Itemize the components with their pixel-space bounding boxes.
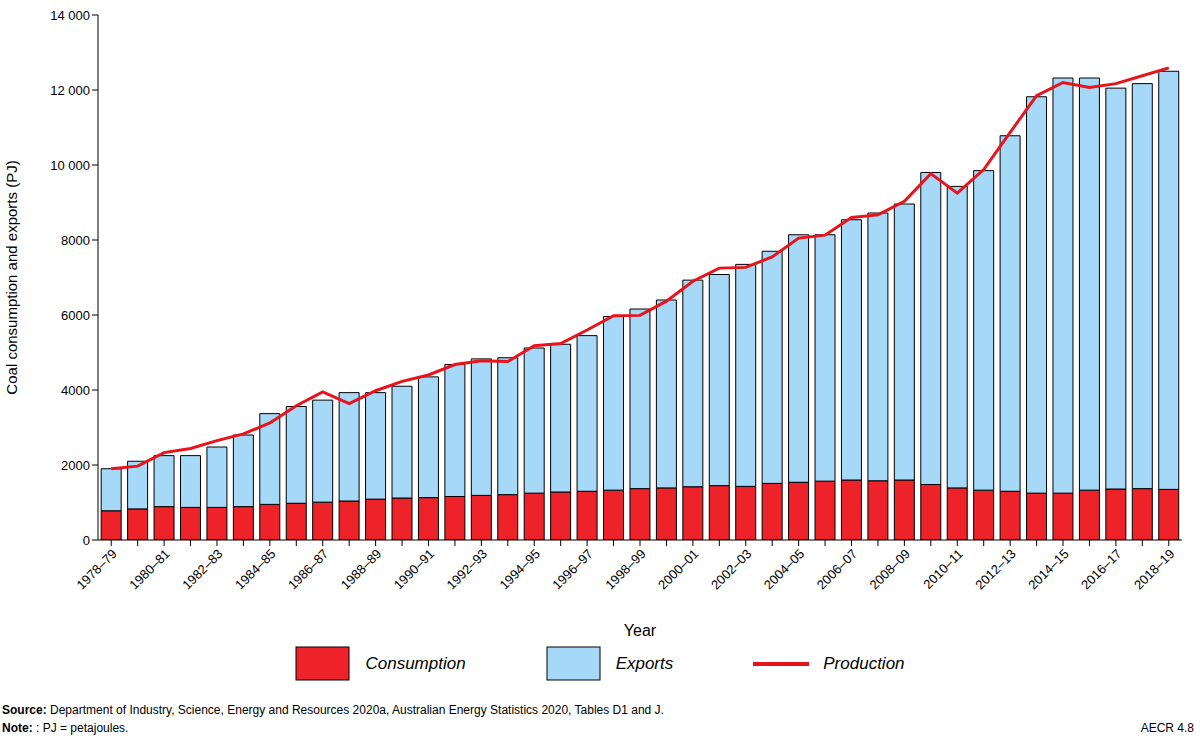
svg-text:2008–09: 2008–09 [867,546,913,592]
svg-text:1998–99: 1998–99 [602,546,648,592]
svg-text:1980–81: 1980–81 [126,546,172,592]
svg-text:6000: 6000 [61,308,90,323]
html-text:Production: Production [823,654,905,673]
svg-text:2014–15: 2014–15 [1025,546,1071,592]
svg-text:2002–03: 2002–03 [708,546,754,592]
svg-text:12 000: 12 000 [50,83,90,98]
html-text:Consumption: Consumption [365,654,466,673]
svg-text:1988–89: 1988–89 [338,546,384,592]
svg-text:0: 0 [83,533,90,548]
svg-text:4000: 4000 [61,383,90,398]
svg-text:1994–95: 1994–95 [496,546,542,592]
html-text:Exports: Exports [615,654,674,673]
svg-text:1982–83: 1982–83 [179,546,225,592]
svg-text:1986–87: 1986–87 [285,546,331,592]
svg-text:1990–91: 1990–91 [391,546,437,592]
svg-text:1984–85: 1984–85 [232,546,278,592]
svg-text:2010–11: 2010–11 [920,546,966,592]
svg-text:Year: Year [624,622,657,639]
svg-text:14 000: 14 000 [50,8,90,23]
html-text:Note:: PJ = petajoules.: Note:: PJ = petajoules. [2,721,129,735]
html-text:Source: Department of Industry: Source: Department of Industry, Science,… [2,703,664,717]
svg-text:8000: 8000 [61,233,90,248]
html-text:AECR 4.8: AECR 4.8 [1140,721,1194,735]
svg-text:2004–05: 2004–05 [761,546,807,592]
svg-text:2018–19: 2018–19 [1131,546,1177,592]
svg-text:2006–07: 2006–07 [814,546,860,592]
svg-text:1996–97: 1996–97 [549,546,595,592]
svg-text:1978–79: 1978–79 [73,546,119,592]
svg-text:Coal consumption and exports (: Coal consumption and exports (PJ) [8,160,20,394]
svg-text:2000: 2000 [61,458,90,473]
svg-text:10 000: 10 000 [50,158,90,173]
svg-text:2012–13: 2012–13 [972,546,1018,592]
svg-text:2016–17: 2016–17 [1078,546,1124,592]
svg-text:2000–01: 2000–01 [655,546,701,592]
svg-text:1992–93: 1992–93 [444,546,490,592]
